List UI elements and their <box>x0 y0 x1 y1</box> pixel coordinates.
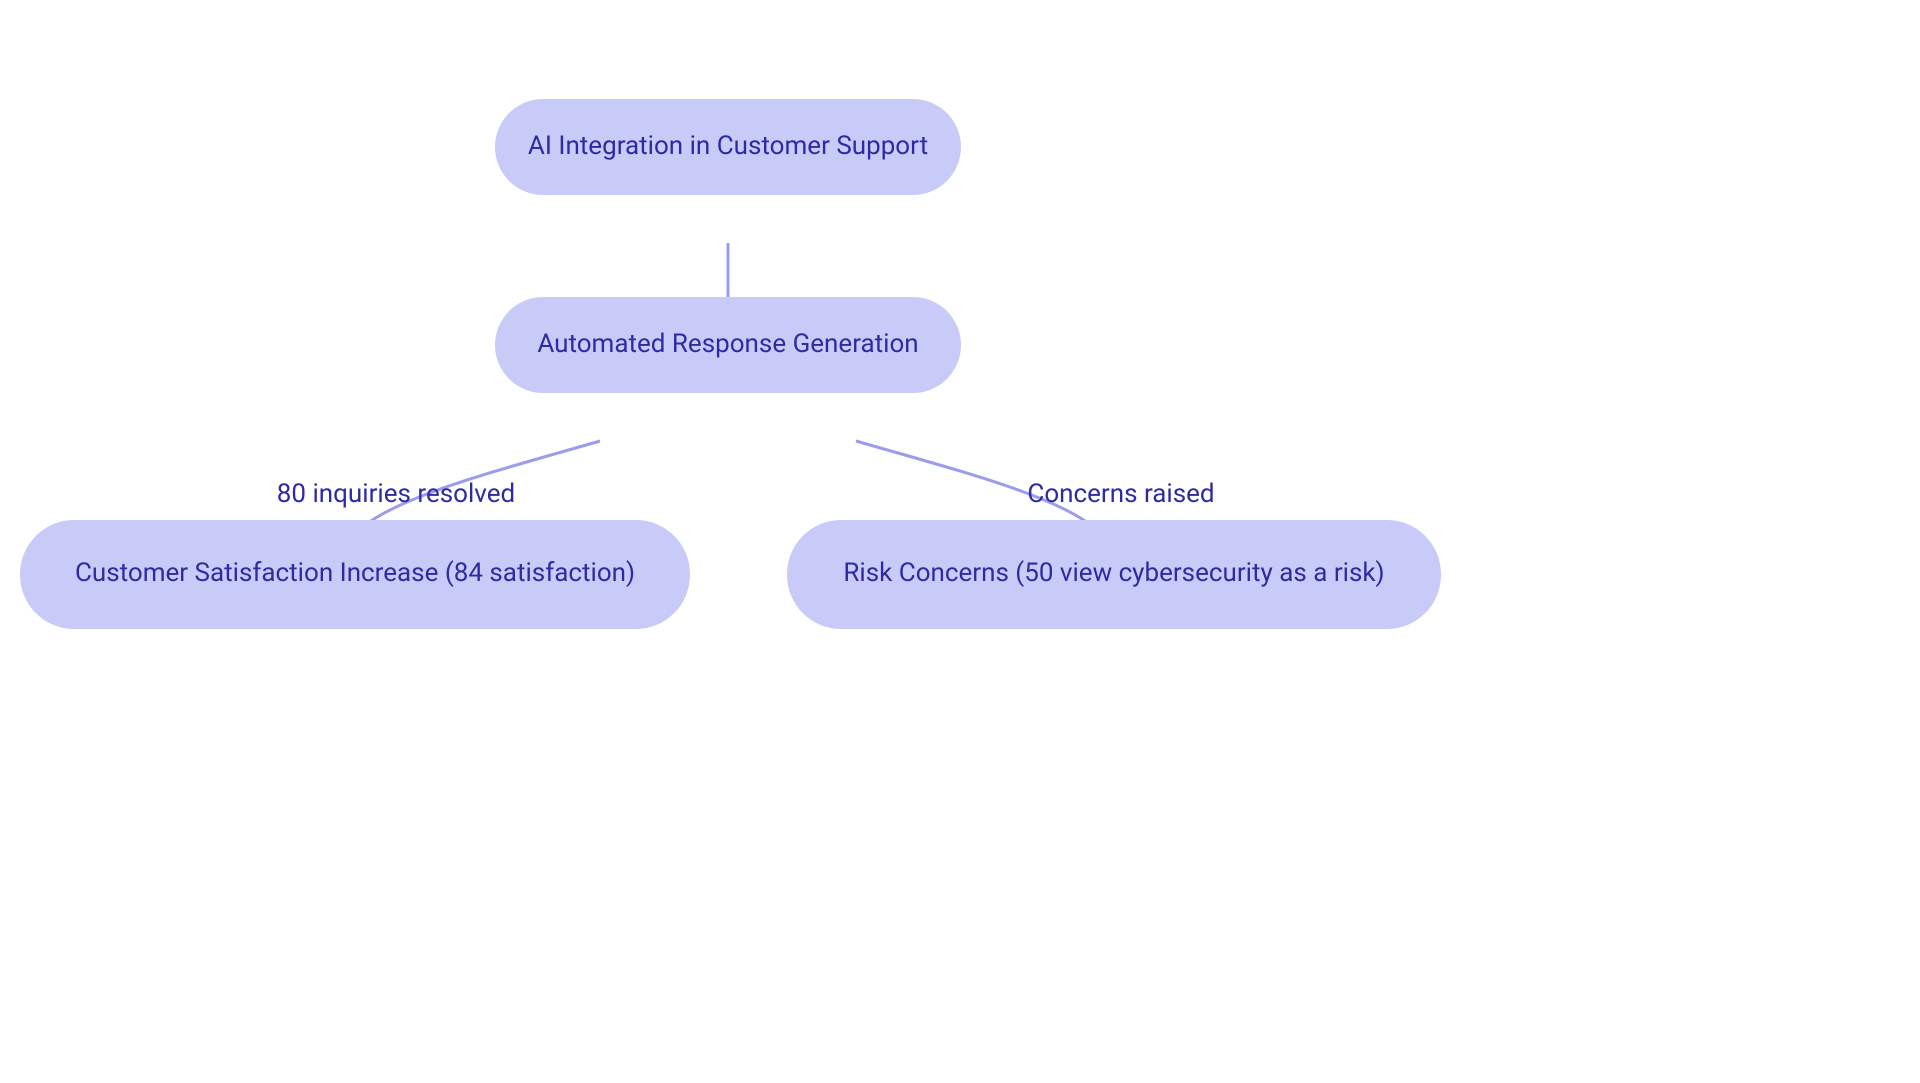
flowchart-node: Customer Satisfaction Increase (84 satis… <box>20 520 690 629</box>
flowchart-node: Automated Response Generation <box>495 297 961 393</box>
flowchart-node: Risk Concerns (50 view cybersecurity as … <box>787 520 1441 629</box>
flowchart-node: AI Integration in Customer Support <box>495 99 961 195</box>
flowchart-edge-label: Concerns raised <box>1027 479 1214 509</box>
flowchart-edge-label: 80 inquiries resolved <box>277 479 515 509</box>
